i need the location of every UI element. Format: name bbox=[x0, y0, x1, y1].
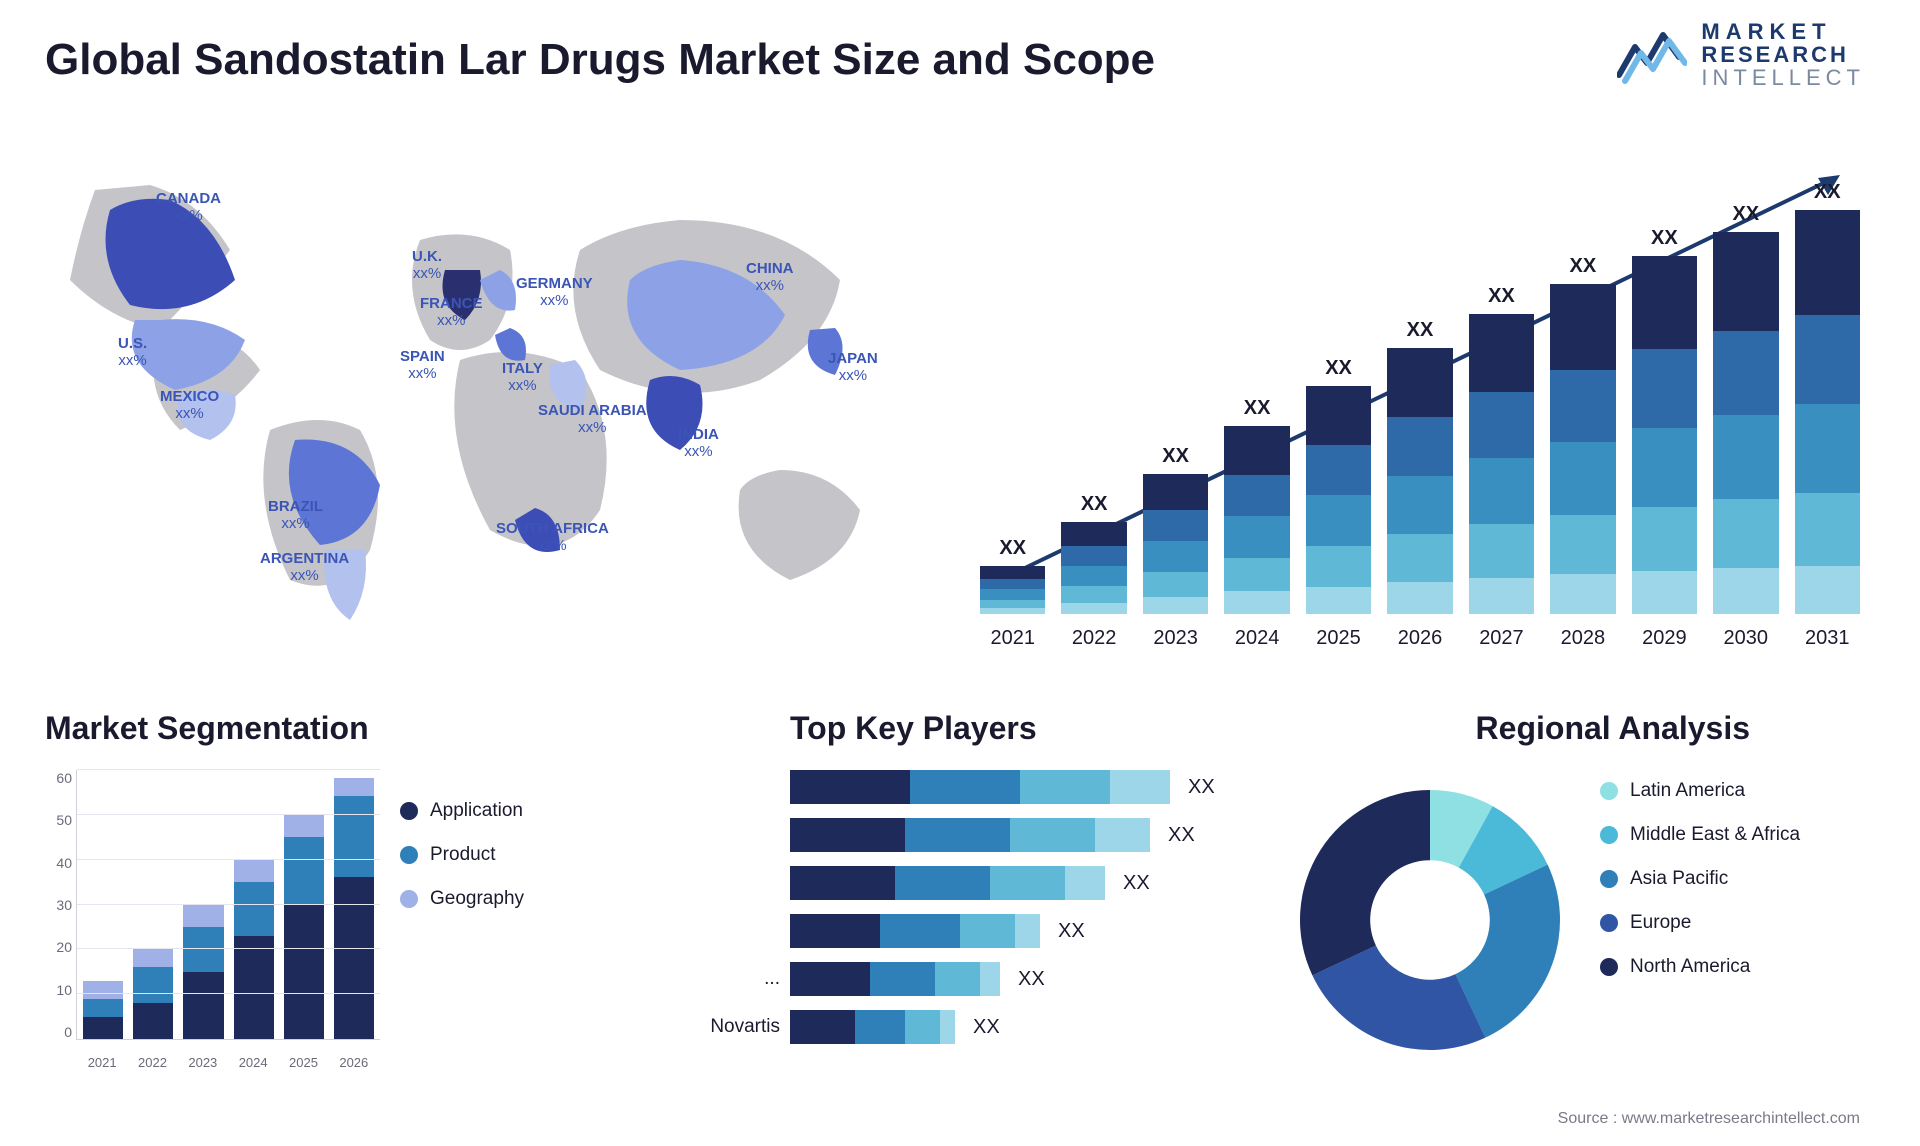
forecast-bar: XX bbox=[1469, 285, 1534, 614]
player-label: ... bbox=[620, 962, 780, 1010]
logo-icon bbox=[1617, 25, 1687, 85]
legend-item: Europe bbox=[1600, 912, 1860, 934]
segmentation-bar bbox=[183, 904, 223, 1039]
country-label: BRAZILxx% bbox=[268, 498, 323, 533]
forecast-bar: XX bbox=[1061, 493, 1126, 614]
player-bar: XX bbox=[790, 770, 1260, 804]
player-bar: XX bbox=[790, 962, 1260, 996]
country-label: INDIAxx% bbox=[678, 426, 719, 461]
logo-line1: MARKET bbox=[1701, 20, 1865, 43]
segmentation-bar bbox=[83, 981, 123, 1040]
regional-heading: Regional Analysis bbox=[1476, 710, 1750, 747]
player-bar: XX bbox=[790, 818, 1260, 852]
players-chart: XX XX XX XX XX XX bbox=[790, 770, 1260, 1058]
forecast-year-label: 2024 bbox=[1224, 627, 1289, 650]
player-label: Novartis bbox=[620, 1010, 780, 1058]
segmentation-year-label: 2023 bbox=[183, 1055, 223, 1070]
logo-line2: RESEARCH bbox=[1701, 43, 1865, 66]
forecast-year-label: 2028 bbox=[1550, 627, 1615, 650]
forecast-bar: XX bbox=[1143, 445, 1208, 614]
country-label: FRANCExx% bbox=[420, 295, 483, 330]
players-heading: Top Key Players bbox=[790, 710, 1037, 747]
forecast-year-label: 2031 bbox=[1795, 627, 1860, 650]
segmentation-year-label: 2024 bbox=[233, 1055, 273, 1070]
forecast-bar-label: XX bbox=[999, 537, 1026, 560]
forecast-bar: XX bbox=[1795, 181, 1860, 614]
segmentation-chart: 0102030405060 202120222023202420252026 bbox=[40, 770, 380, 1070]
forecast-year-label: 2021 bbox=[980, 627, 1045, 650]
page-title: Global Sandostatin Lar Drugs Market Size… bbox=[45, 35, 1155, 85]
forecast-year-label: 2023 bbox=[1143, 627, 1208, 650]
forecast-year-label: 2026 bbox=[1387, 627, 1452, 650]
legend-item: Geography bbox=[400, 888, 524, 910]
legend-item: Asia Pacific bbox=[1600, 868, 1860, 890]
forecast-bar: XX bbox=[1632, 227, 1697, 614]
forecast-bar-label: XX bbox=[1651, 227, 1678, 250]
forecast-bar-label: XX bbox=[1081, 493, 1108, 516]
country-label: SPAINxx% bbox=[400, 348, 445, 383]
segmentation-legend: Application Product Geography bbox=[400, 800, 524, 932]
legend-item: Latin America bbox=[1600, 780, 1860, 802]
player-bar: XX bbox=[790, 866, 1260, 900]
country-label: CANADAxx% bbox=[156, 190, 221, 225]
legend-item: Product bbox=[400, 844, 524, 866]
forecast-bar: XX bbox=[1713, 203, 1778, 614]
forecast-bar-label: XX bbox=[1814, 181, 1841, 204]
forecast-chart: XX XX XX XX XX XX XX XX XX XX XX 2021 2022 2023 2024 2… bbox=[980, 160, 1860, 650]
brand-logo: MARKET RESEARCH INTELLECT bbox=[1617, 20, 1865, 89]
regional-legend: Latin America Middle East & Africa Asia Pa… bbox=[1600, 780, 1860, 1000]
forecast-year-label: 2030 bbox=[1713, 627, 1778, 650]
country-label: CHINAxx% bbox=[746, 260, 794, 295]
country-label: ARGENTINAxx% bbox=[260, 550, 349, 585]
segmentation-year-label: 2022 bbox=[132, 1055, 172, 1070]
segmentation-bar bbox=[334, 778, 374, 1039]
country-label: GERMANYxx% bbox=[516, 275, 593, 310]
segmentation-bar bbox=[284, 814, 324, 1039]
source-text: Source : www.marketresearchintellect.com bbox=[1558, 1110, 1860, 1128]
country-label: U.K.xx% bbox=[412, 248, 442, 283]
country-label: JAPANxx% bbox=[828, 350, 878, 385]
segmentation-year-label: 2025 bbox=[283, 1055, 323, 1070]
country-label: ITALYxx% bbox=[502, 360, 543, 395]
logo-line3: INTELLECT bbox=[1701, 66, 1865, 89]
forecast-bar-label: XX bbox=[1407, 319, 1434, 342]
forecast-bar-label: XX bbox=[1325, 357, 1352, 380]
forecast-bar: XX bbox=[980, 537, 1045, 614]
forecast-bar: XX bbox=[1306, 357, 1371, 614]
country-label: SAUDI ARABIAxx% bbox=[538, 402, 647, 437]
forecast-year-label: 2025 bbox=[1306, 627, 1371, 650]
forecast-bar: XX bbox=[1387, 319, 1452, 614]
forecast-bar: XX bbox=[1224, 397, 1289, 614]
forecast-bar-label: XX bbox=[1488, 285, 1515, 308]
forecast-bar-label: XX bbox=[1162, 445, 1189, 468]
donut-slice bbox=[1300, 790, 1430, 975]
segmentation-year-label: 2021 bbox=[82, 1055, 122, 1070]
legend-item: Middle East & Africa bbox=[1600, 824, 1860, 846]
regional-donut bbox=[1280, 770, 1580, 1070]
forecast-year-label: 2029 bbox=[1632, 627, 1697, 650]
forecast-bar-label: XX bbox=[1732, 203, 1759, 226]
forecast-year-label: 2022 bbox=[1061, 627, 1126, 650]
segmentation-year-label: 2026 bbox=[334, 1055, 374, 1070]
player-bar: XX bbox=[790, 1010, 1260, 1044]
player-bar: XX bbox=[790, 914, 1260, 948]
country-label: U.S.xx% bbox=[118, 335, 147, 370]
forecast-year-label: 2027 bbox=[1469, 627, 1534, 650]
players-labels: ...Novartis bbox=[620, 770, 780, 1058]
legend-item: North America bbox=[1600, 956, 1860, 978]
country-label: SOUTH AFRICAxx% bbox=[496, 520, 609, 555]
legend-item: Application bbox=[400, 800, 524, 822]
forecast-bar-label: XX bbox=[1570, 255, 1597, 278]
forecast-bar: XX bbox=[1550, 255, 1615, 614]
segmentation-heading: Market Segmentation bbox=[45, 710, 369, 747]
forecast-bar-label: XX bbox=[1244, 397, 1271, 420]
country-label: MEXICOxx% bbox=[160, 388, 219, 423]
world-map: CANADAxx% U.S.xx% MEXICOxx% BRAZILxx% ARGENT… bbox=[40, 130, 920, 660]
